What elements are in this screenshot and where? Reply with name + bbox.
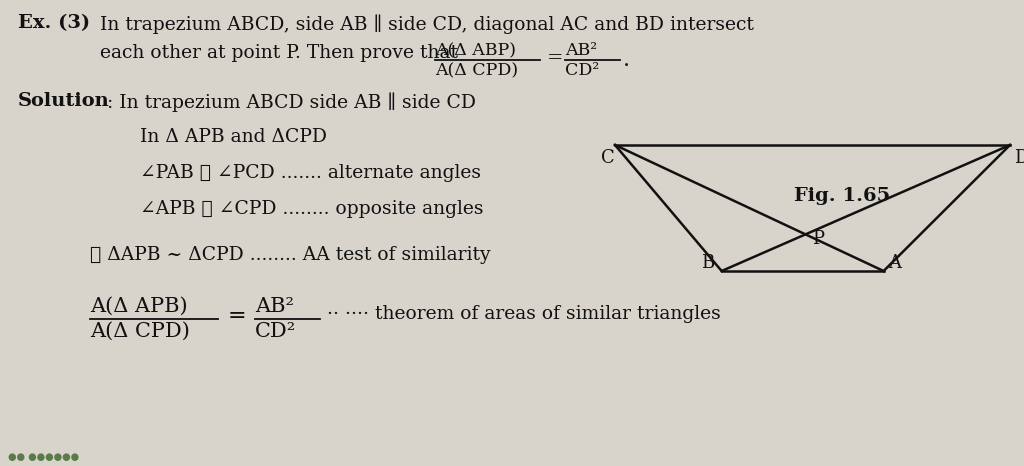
Text: A: A xyxy=(888,254,901,272)
Text: B: B xyxy=(701,254,715,272)
Text: Fig. 1.65: Fig. 1.65 xyxy=(795,187,891,205)
Text: AB²: AB² xyxy=(255,297,294,316)
Text: ∠APB ≅ ∠CPD ........ opposite angles: ∠APB ≅ ∠CPD ........ opposite angles xyxy=(140,200,483,218)
Text: AB²: AB² xyxy=(565,42,597,59)
Text: C: C xyxy=(601,149,614,167)
Text: ·· ···· theorem of areas of similar triangles: ·· ···· theorem of areas of similar tria… xyxy=(327,305,721,323)
Text: In Δ APB and ΔCPD: In Δ APB and ΔCPD xyxy=(140,128,327,146)
Text: Ex. (3): Ex. (3) xyxy=(18,14,90,32)
Text: =: = xyxy=(228,305,247,327)
Text: Solution: Solution xyxy=(18,92,110,110)
Text: CD²: CD² xyxy=(255,322,296,341)
Text: .: . xyxy=(623,49,630,71)
Text: A(Δ APB): A(Δ APB) xyxy=(90,297,187,316)
Text: A(Δ CPD): A(Δ CPD) xyxy=(435,62,518,79)
Text: ●● ●●●●●●: ●● ●●●●●● xyxy=(8,452,79,462)
Text: A(Δ CPD): A(Δ CPD) xyxy=(90,322,189,341)
Text: P: P xyxy=(812,230,824,247)
Text: ∴ ΔAPB ~ ΔCPD ........ AA test of similarity: ∴ ΔAPB ~ ΔCPD ........ AA test of simila… xyxy=(90,246,490,264)
Text: : In trapezium ABCD side AB ∥ side CD: : In trapezium ABCD side AB ∥ side CD xyxy=(106,92,476,111)
Text: each other at point P. Then prove that: each other at point P. Then prove that xyxy=(100,44,458,62)
Text: CD²: CD² xyxy=(565,62,599,79)
Text: A(Δ ABP): A(Δ ABP) xyxy=(435,42,516,59)
Text: In trapezium ABCD, side AB ∥ side CD, diagonal AC and BD intersect: In trapezium ABCD, side AB ∥ side CD, di… xyxy=(100,14,754,34)
Text: =: = xyxy=(547,49,563,67)
Text: D: D xyxy=(1014,149,1024,167)
Text: ∠PAB ≅ ∠PCD ....... alternate angles: ∠PAB ≅ ∠PCD ....... alternate angles xyxy=(140,164,481,182)
